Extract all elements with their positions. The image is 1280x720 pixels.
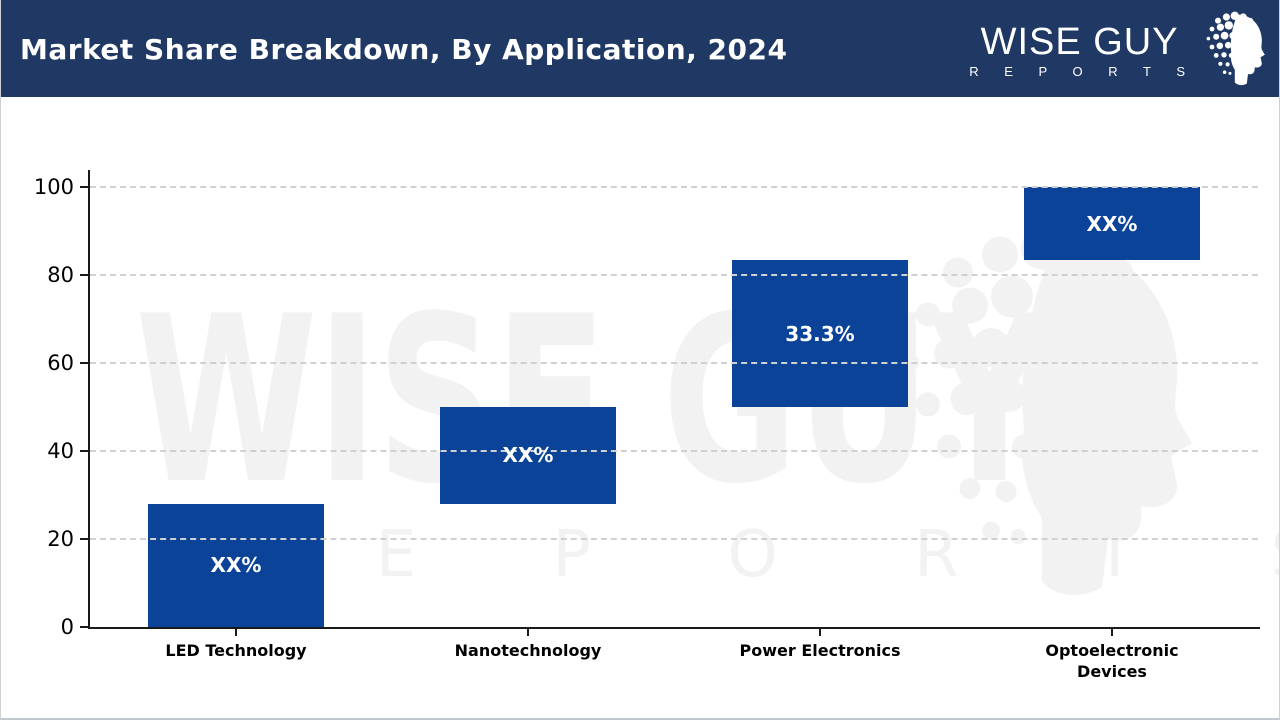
x-category-label-4: Optoelectronic Devices (1045, 641, 1179, 681)
x-category-label-1: LED Technology (165, 641, 307, 660)
gridline-80 (90, 274, 1258, 276)
bar-1 (148, 503, 324, 627)
watermark-head-logo-icon (901, 227, 1192, 595)
x-tick-3 (819, 629, 821, 636)
gridline-100 (90, 186, 1258, 188)
y-tick-100 (80, 186, 88, 188)
x-axis-line (88, 627, 1260, 629)
y-tick-40 (80, 450, 88, 452)
x-category-label-2: Nanotechnology (454, 641, 602, 660)
gridline-60 (90, 362, 1258, 364)
x-tick-2 (527, 629, 529, 636)
header-bar: Market Share Breakdown, By Application, … (0, 0, 1280, 97)
y-axis-line (88, 170, 90, 629)
bar-value-label-4: XX% (1086, 211, 1138, 236)
bar-value-label-3: 33.3% (785, 321, 855, 346)
bar-4 (1024, 187, 1200, 261)
x-category-label-3: Power Electronics (739, 641, 901, 660)
gridline-20 (90, 538, 1258, 540)
bar-2 (440, 407, 616, 504)
bar-value-label-2: XX% (502, 443, 554, 468)
y-tick-20 (80, 538, 88, 540)
y-tick-label-0: 0 (60, 614, 74, 639)
bar-value-label-1: XX% (210, 553, 262, 578)
brand-logo: WISE GUY R E P O R T S (963, 6, 1266, 94)
y-tick-label-40: 40 (47, 438, 74, 463)
y-tick-0 (80, 626, 88, 628)
x-tick-4 (1111, 629, 1113, 636)
y-tick-60 (80, 362, 88, 364)
y-tick-label-20: 20 (47, 526, 74, 551)
y-tick-label-100: 100 (33, 174, 74, 199)
brand-subtitle: R E P O R T S (969, 63, 1196, 79)
chart-title: Market Share Breakdown, By Application, … (20, 33, 788, 66)
brand-wordmark: WISE GUY R E P O R T S (963, 22, 1196, 79)
brand-name: WISE GUY (980, 20, 1179, 63)
y-tick-label-80: 80 (47, 262, 74, 287)
y-tick-label-60: 60 (47, 350, 74, 375)
y-tick-80 (80, 274, 88, 276)
x-tick-1 (235, 629, 237, 636)
bar-3 (732, 260, 908, 407)
brand-head-icon (1206, 11, 1265, 86)
gridline-40 (90, 450, 1258, 452)
